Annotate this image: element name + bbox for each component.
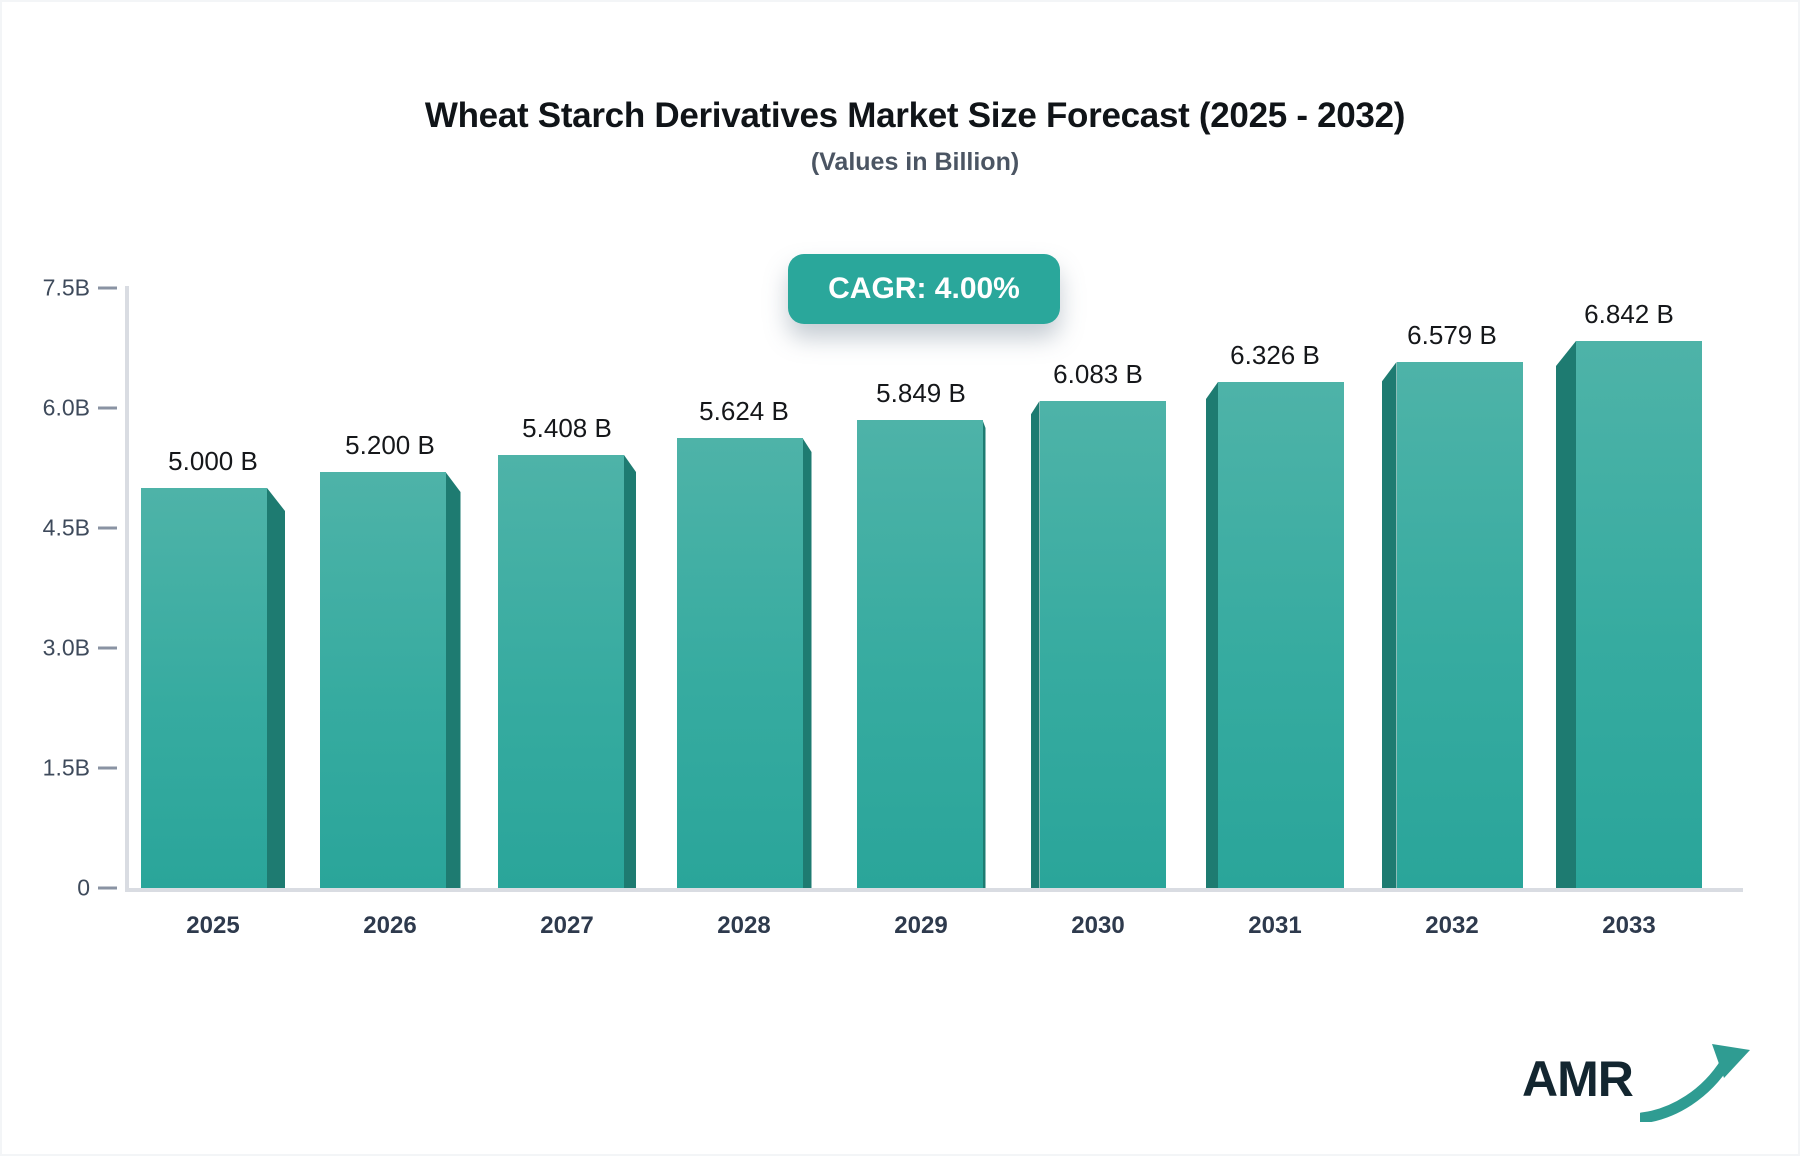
bar-side-face-2030: [1030, 401, 1040, 888]
bar-side-face-2026: [445, 472, 461, 888]
bar-value-label-2030: 6.083 B: [1053, 359, 1143, 389]
bar-side-face-2032: [1381, 362, 1397, 888]
bar-2026: [319, 472, 461, 888]
x-tick-label-2031: 2031: [1248, 912, 1302, 939]
bar-value-label-2031: 6.326 B: [1230, 340, 1320, 370]
bar-2032: [1381, 362, 1523, 888]
x-tick-label-2028: 2028: [717, 912, 771, 939]
bar-face-2033: [1576, 341, 1702, 888]
x-tick-label-2026: 2026: [363, 912, 417, 939]
amr-logo: AMR: [1522, 1036, 1752, 1126]
bar-2025: [141, 488, 285, 888]
bar-face-2031: [1218, 382, 1344, 888]
bar-2029: [856, 420, 986, 888]
bar-side-face-2025: [267, 488, 285, 888]
bar-side-face-2033: [1556, 341, 1576, 888]
bar-value-label-2029: 5.849 B: [876, 378, 966, 408]
x-tick-label-2030: 2030: [1071, 912, 1125, 939]
y-tick-label-4.5B: 4.5B: [42, 514, 90, 541]
y-tick-mark: [98, 406, 117, 410]
bar-value-label-2026: 5.200 B: [345, 430, 435, 460]
bar-side-face-2029: [982, 420, 986, 888]
y-tick-mark: [98, 286, 117, 290]
bar-face-2032: [1396, 362, 1523, 888]
bar-face-2027: [498, 455, 624, 888]
bar-face-2030: [1039, 401, 1166, 888]
bar-face-2025: [141, 488, 267, 888]
bar-face-2026: [319, 472, 446, 888]
bar-face-2029: [856, 420, 983, 888]
y-tick-mark: [98, 766, 117, 770]
cagr-badge-label: CAGR: 4.00%: [828, 272, 1020, 305]
x-tick-label-2032: 2032: [1425, 912, 1479, 939]
y-tick-mark: [98, 646, 117, 650]
bar-2031: [1206, 382, 1344, 888]
bar-side-face-2028: [802, 438, 812, 888]
y-tick-mark: [98, 526, 117, 530]
x-tick-label-2029: 2029: [894, 912, 948, 939]
y-tick-label-6.0B: 6.0B: [42, 394, 90, 421]
bar-value-label-2033: 6.842 B: [1584, 299, 1674, 329]
bar-2030: [1030, 401, 1166, 888]
bar-side-face-2031: [1206, 382, 1218, 888]
bar-value-label-2027: 5.408 B: [522, 413, 612, 443]
chart-title: Wheat Starch Derivatives Market Size For…: [424, 96, 1406, 135]
x-axis-line: [125, 888, 1743, 892]
y-tick-label-7.5B: 7.5B: [42, 274, 90, 301]
bar-2028: [676, 438, 812, 888]
bar-2027: [498, 455, 636, 888]
bar-2033: [1556, 341, 1702, 888]
bar-value-label-2028: 5.624 B: [699, 396, 789, 426]
x-tick-label-2025: 2025: [186, 912, 240, 939]
x-tick-label-2027: 2027: [540, 912, 594, 939]
bar-side-face-2027: [624, 455, 636, 888]
chart-subtitle: (Values in Billion): [810, 148, 1020, 176]
y-tick-label-3.0B: 3.0B: [42, 634, 90, 661]
amr-logo-text: AMR: [1522, 1051, 1634, 1107]
bar-value-label-2025: 5.000 B: [168, 446, 258, 476]
bar-face-2028: [676, 438, 803, 888]
x-tick-label-2033: 2033: [1602, 912, 1656, 939]
cagr-badge: CAGR: 4.00%: [788, 254, 1060, 324]
bar-value-label-2032: 6.579 B: [1407, 320, 1497, 350]
y-tick-mark: [98, 886, 117, 890]
y-tick-label-1.5B: 1.5B: [42, 754, 90, 781]
y-tick-label-0: 0: [77, 874, 90, 901]
y-axis-line: [125, 286, 129, 892]
growth-arrow-icon: [1640, 1044, 1750, 1122]
